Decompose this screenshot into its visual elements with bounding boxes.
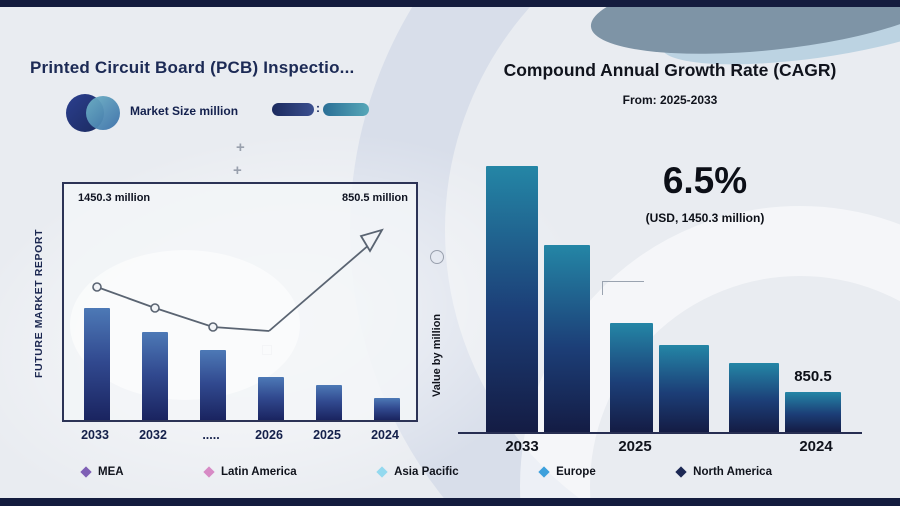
right-chart-title: Compound Annual Growth Rate (CAGR) [503, 60, 837, 80]
cagr-bar-2025-b [659, 345, 709, 432]
trend-rise-line [268, 243, 371, 332]
left-chart-title: Printed Circuit Board (PCB) Inspectio... [30, 58, 355, 77]
legend-diamond-icon [675, 466, 687, 478]
value-label-min: 850.5 million [341, 192, 408, 204]
x-axis-tick-2033: 2033 [505, 438, 539, 455]
cagr-bar-2025-a [610, 323, 653, 432]
arrowhead-icon [359, 228, 384, 253]
legend-label: North America [693, 466, 772, 478]
legend-diamond-icon [203, 466, 215, 478]
bottom-frame-border [0, 498, 900, 506]
trend-line-arrow [92, 228, 384, 332]
right-y-axis-label: Value by million [431, 313, 443, 397]
market-size-icon [66, 94, 122, 132]
cagr-usd-note: (USD, 1450.3 million) [645, 211, 765, 225]
left-x-axis: 2033 2032..... 2026 2025 2024 [62, 428, 418, 446]
x-axis-tick-2032: 2032 [139, 428, 167, 442]
colon-separator: : [316, 101, 320, 115]
step-line-icon [602, 281, 644, 295]
cagr-bar-2024-b [785, 392, 841, 432]
x-axis-tick-.....: ..... [202, 428, 220, 442]
market-size-bar-2026 [258, 377, 284, 420]
trend-marker [150, 303, 160, 313]
x-axis-tick-2033: 2033 [81, 428, 109, 442]
legend-label: Europe [556, 466, 596, 478]
x-axis-line [458, 431, 862, 434]
legend-label: Asia Pacific [394, 466, 459, 478]
market-size-chart: 1450.3 million 850.5 million [62, 182, 418, 422]
market-size-bar-..... [200, 350, 226, 420]
cagr-bar-2033-a [486, 166, 538, 432]
legend-item-europe: Europe [538, 466, 596, 478]
trend-marker [208, 322, 218, 332]
legend-diamond-icon [80, 466, 92, 478]
legend-diamond-icon [376, 466, 388, 478]
legend-label: Latin America [221, 466, 297, 478]
donut-right-half [86, 96, 120, 130]
cagr-period-subtitle: From: 2025-2033 [622, 93, 718, 107]
region-legend: MEA Latin America Asia Pacific Europe North … [80, 466, 772, 478]
market-size-bar-2025 [316, 385, 342, 420]
cagr-bar-2033-b [544, 245, 590, 432]
trend-line [96, 286, 270, 332]
legend-item-latin-america: Latin America [203, 466, 297, 478]
legend-diamond-icon [538, 466, 550, 478]
market-size-legend-label: Market Size million [130, 104, 239, 118]
circle-icon [430, 250, 444, 264]
x-axis-tick-2026: 2026 [255, 428, 283, 442]
legend-item-mea: MEA [80, 466, 124, 478]
value-label-2024: 850.5 [794, 368, 832, 385]
market-size-bar-2032 [142, 332, 168, 420]
top-frame-border [0, 0, 900, 7]
trend-marker [92, 282, 102, 292]
legend-item-north-america: North America [675, 466, 772, 478]
cagr-percentage: 6.5% [662, 160, 748, 201]
market-size-bar-2024 [374, 398, 400, 420]
cagr-bar-2024-a [729, 363, 779, 432]
legend-item-asia-pacific: Asia Pacific [376, 466, 459, 478]
market-size-bar-2033 [84, 308, 110, 420]
x-axis-tick-2025: 2025 [618, 438, 652, 455]
left-y-axis-label: FUTURE MARKET REPORT [33, 228, 45, 378]
x-axis-tick-2025: 2025 [313, 428, 341, 442]
market-size-bars [64, 184, 416, 420]
cagr-chart: 2033 2025 2024 [458, 150, 862, 455]
legend-label: MEA [98, 466, 124, 478]
decorative-pill-navy [272, 103, 314, 116]
decorative-pill-teal [323, 103, 369, 116]
plus-icon: + [236, 139, 245, 156]
x-axis-tick-2024: 2024 [799, 438, 833, 455]
x-axis-tick-2024: 2024 [371, 428, 399, 442]
value-label-max: 1450.3 million [78, 192, 151, 204]
plus-icon: + [233, 162, 242, 179]
